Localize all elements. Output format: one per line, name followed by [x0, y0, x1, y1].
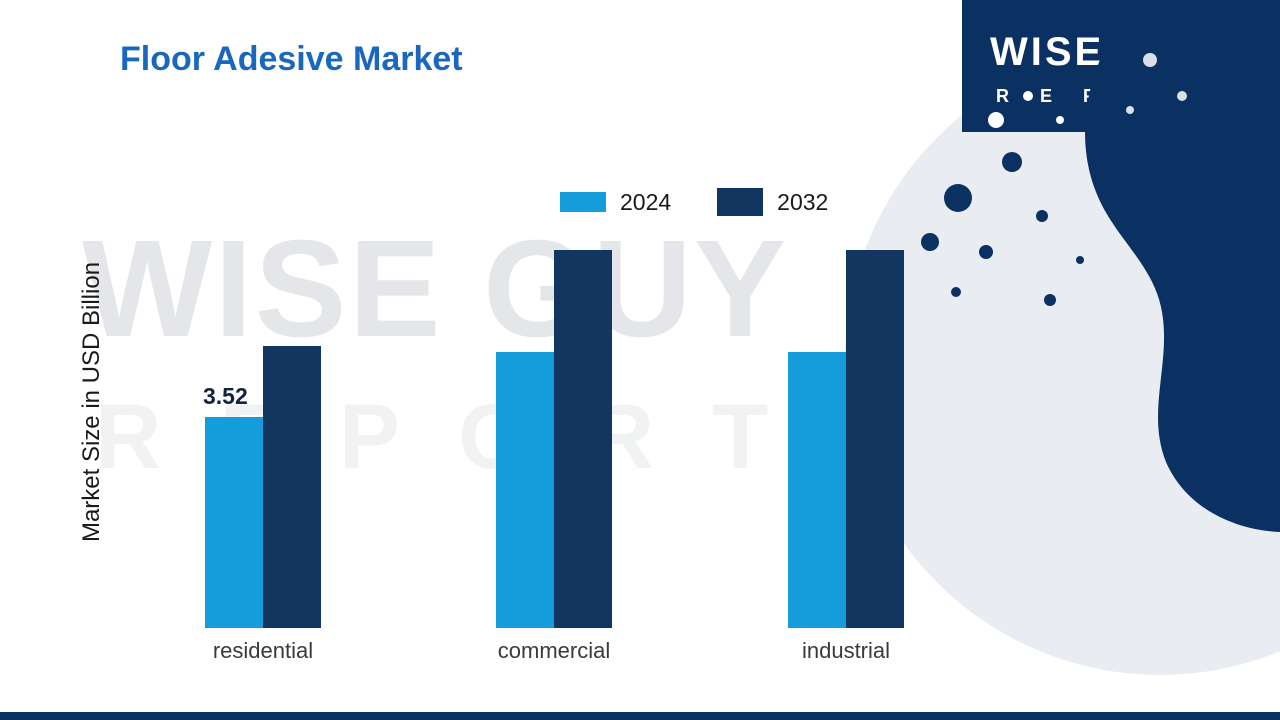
bar-2024-residential: 3.52 [203, 383, 263, 628]
bar-2032-residential [263, 346, 321, 628]
legend-item-2032: 2032 [717, 188, 828, 216]
category-label-industrial: industrial [801, 638, 891, 663]
bar-group-industrial: industrial [788, 208, 904, 664]
bottom-accent-bar [0, 712, 1280, 720]
legend-label-2024: 2024 [620, 188, 672, 215]
watermark-wiseguy: WISE GUY [82, 212, 789, 366]
bar-group-residential: 3.52 residential [203, 208, 321, 664]
bar-2024-industrial [788, 352, 846, 628]
chart-title: Floor Adesive Market [120, 40, 463, 78]
bar-value-label: 3.52 [203, 383, 248, 409]
bar-2032-commercial [554, 250, 612, 628]
category-label-commercial: commercial [497, 638, 611, 663]
legend-label-2032: 2032 [777, 188, 829, 215]
category-label-residential: residential [212, 638, 314, 663]
head-silhouette-graphic [921, 0, 1280, 532]
bar-2024-commercial [496, 352, 554, 628]
legend-item-2024: 2024 [560, 189, 671, 216]
legend-swatch-2032 [717, 188, 764, 216]
legend: 2024 2032 [560, 188, 828, 216]
bar-group-commercial: commercial [496, 208, 612, 664]
bar-2032-industrial [846, 250, 904, 628]
legend-swatch-2024 [560, 192, 606, 212]
